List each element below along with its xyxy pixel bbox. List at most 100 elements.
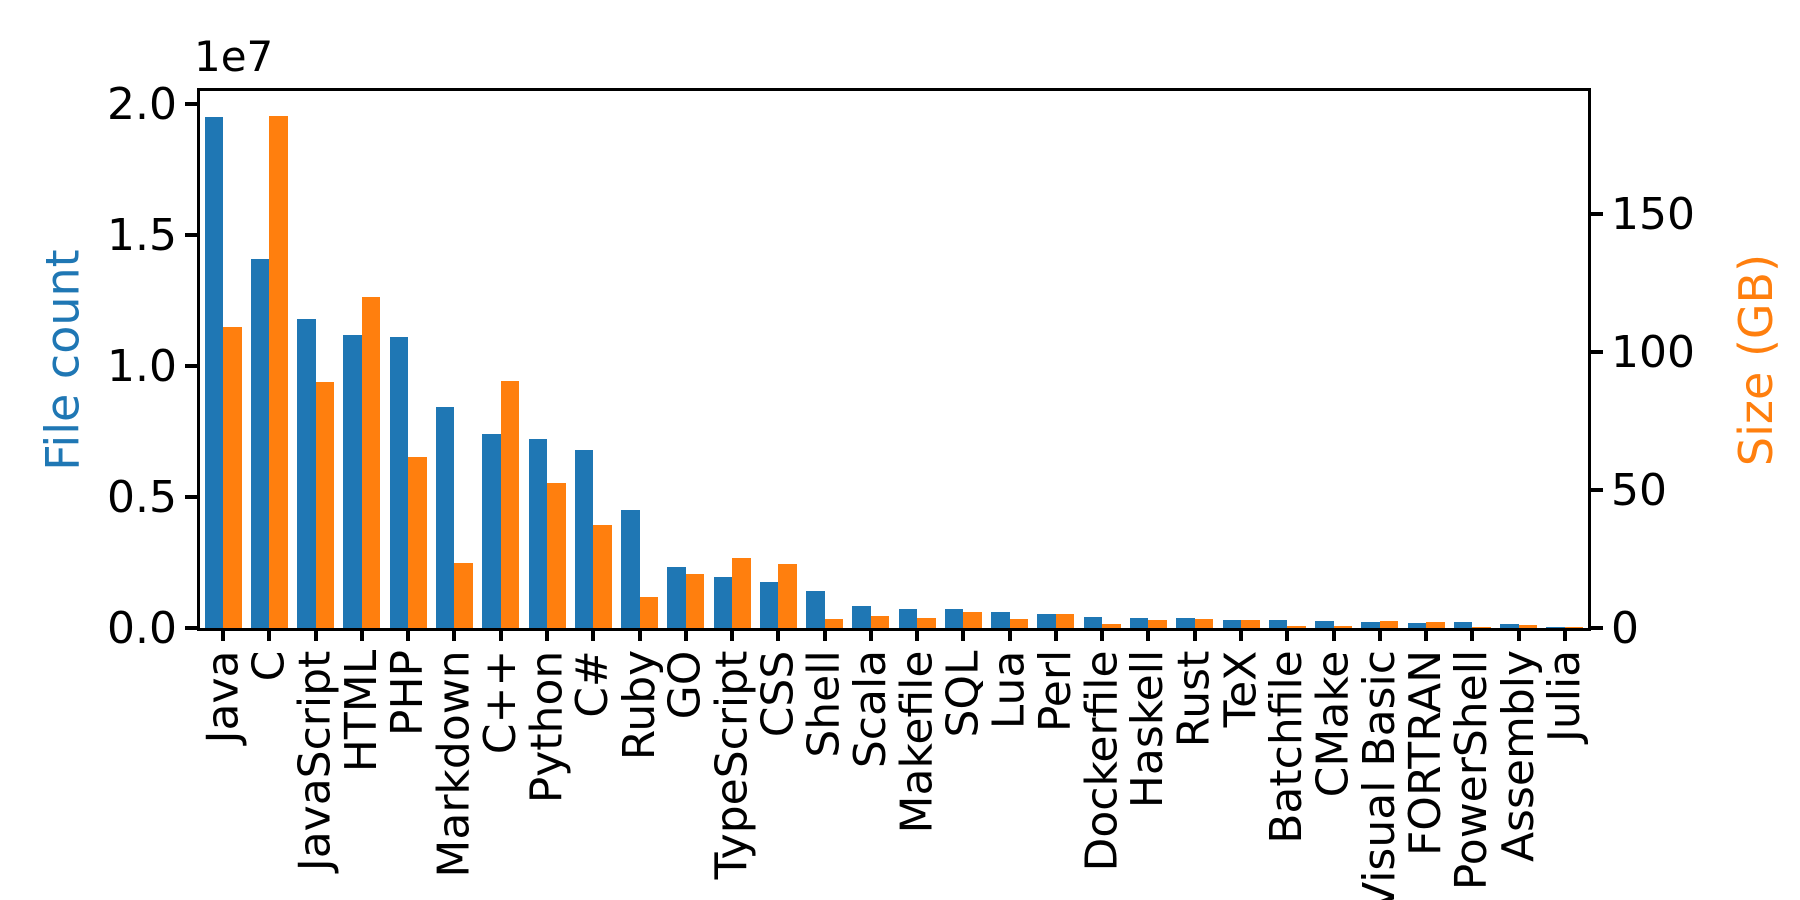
- bar-file-count-shell: [806, 591, 825, 628]
- x-tick-label-powershell: PowerShell: [1446, 649, 1498, 891]
- x-tick-php: [406, 628, 411, 641]
- x-tick-c: [267, 628, 272, 641]
- y-tick-label-left-2.0: 2.0: [107, 79, 177, 131]
- x-tick-cmake: [1331, 628, 1336, 641]
- bar-file-count-makefile: [898, 609, 918, 628]
- x-tick-label-markdown: Markdown: [428, 649, 480, 878]
- x-tick-ruby: [637, 628, 642, 641]
- bar-file-count-haskell: [1129, 618, 1149, 628]
- y-axis-label-right: Size (GB): [1729, 253, 1784, 466]
- bar-file-count-assembly: [1500, 624, 1519, 628]
- bar-size-gb-c: [593, 525, 612, 628]
- y-tick-label-left-1.5: 1.5: [107, 210, 177, 262]
- bar-size-gb-python: [547, 483, 566, 628]
- x-tick-label-rust: Rust: [1168, 650, 1220, 747]
- bar-file-count-dockerfile: [1083, 616, 1103, 628]
- bar-size-gb-javascript: [315, 382, 335, 628]
- bar-file-count-html: [343, 334, 362, 628]
- bar-size-gb-c: [500, 381, 520, 628]
- x-tick-label-cmake: CMake: [1307, 650, 1359, 797]
- x-tick-label-makefile: Makefile: [891, 650, 943, 833]
- bar-file-count-batchfile: [1268, 620, 1288, 628]
- bar-size-gb-lua: [1009, 618, 1029, 628]
- y-tick-right-150: [1590, 212, 1603, 217]
- bar-size-gb-html: [361, 296, 381, 628]
- x-tick-label-php: PHP: [382, 649, 434, 737]
- y-tick-left-0.0: [185, 626, 198, 630]
- x-tick-typescript: [730, 628, 735, 641]
- bar-size-gb-perl: [1055, 613, 1075, 628]
- bar-size-gb-go: [685, 573, 705, 628]
- y-tick-label-left-1.0: 1.0: [107, 341, 177, 393]
- x-tick-lua: [1007, 628, 1012, 641]
- y-tick-label-left-0.5: 0.5: [107, 472, 177, 524]
- y-tick-label-right-0: 0: [1611, 603, 1639, 654]
- y-tick-label-right-150: 150: [1611, 189, 1695, 241]
- x-tick-sql: [961, 628, 966, 641]
- x-tick-haskell: [1146, 628, 1151, 641]
- bar-file-count-c: [574, 449, 594, 628]
- x-tick-label-ruby: Ruby: [613, 649, 665, 761]
- bar-file-count-markdown: [435, 406, 455, 628]
- y-tick-right-50: [1590, 488, 1603, 493]
- x-tick-label-scala: Scala: [845, 649, 896, 769]
- x-tick-perl: [1053, 628, 1058, 641]
- x-tick-label-javascript: JavaScript: [289, 650, 341, 871]
- x-tick-label-java: Java: [197, 650, 249, 743]
- bar-size-gb-scala: [870, 616, 890, 628]
- x-tick-java: [221, 628, 226, 641]
- bar-size-gb-java: [223, 327, 242, 628]
- bar-size-gb-typescript: [732, 557, 751, 628]
- bar-size-gb-markdown: [454, 562, 473, 628]
- x-tick-powershell: [1470, 628, 1475, 641]
- x-tick-label-visual-basic: Visual Basic: [1353, 650, 1405, 900]
- x-tick-label-assembly: Assembly: [1492, 649, 1544, 863]
- bar-file-count-perl: [1037, 614, 1056, 628]
- y-tick-label-right-100: 100: [1611, 327, 1695, 379]
- x-tick-c: [591, 628, 596, 641]
- y-tick-right-0: [1590, 626, 1603, 630]
- x-tick-assembly: [1516, 628, 1521, 641]
- bar-size-gb-ruby: [639, 597, 659, 628]
- y-tick-left-0.5: [185, 495, 198, 500]
- x-tick-label-fortran: FORTRAN: [1400, 650, 1452, 856]
- y-tick-label-right-50: 50: [1611, 465, 1667, 517]
- bar-size-gb-dockerfile: [1102, 624, 1121, 628]
- x-tick-fortran: [1424, 628, 1429, 641]
- x-tick-label-lua: Lua: [983, 650, 1035, 729]
- bar-file-count-visual-basic: [1361, 621, 1380, 628]
- x-tick-c: [498, 628, 503, 641]
- x-tick-javascript: [313, 628, 318, 641]
- x-tick-go: [683, 628, 688, 641]
- x-tick-label-perl: Perl: [1030, 649, 1082, 733]
- bar-file-count-sql: [944, 609, 964, 628]
- y-tick-left-2.0: [185, 102, 198, 107]
- y-tick-label-left-0.0: 0.0: [107, 603, 177, 654]
- bar-size-gb-julia: [1564, 626, 1584, 628]
- x-tick-python: [545, 628, 549, 641]
- bar-file-count-c: [250, 258, 270, 628]
- bar-size-gb-shell: [824, 618, 844, 628]
- bar-file-count-ruby: [621, 509, 640, 628]
- x-tick-css: [776, 628, 781, 641]
- x-tick-rust: [1192, 628, 1197, 641]
- bar-file-count-cmake: [1315, 621, 1334, 628]
- x-tick-html: [359, 628, 364, 641]
- bar-file-count-go: [667, 567, 686, 628]
- x-tick-label-go: GO: [659, 650, 711, 719]
- bar-file-count-lua: [991, 612, 1010, 628]
- bar-file-count-python: [528, 439, 547, 628]
- bar-size-gb-css: [778, 563, 797, 628]
- bar-file-count-php: [389, 337, 409, 628]
- x-tick-label-typescript: TypeScript: [705, 650, 757, 879]
- y-tick-left-1.5: [185, 233, 198, 238]
- y-tick-right-100: [1590, 350, 1603, 355]
- bar-size-gb-powershell: [1472, 626, 1491, 628]
- x-tick-shell: [822, 628, 827, 641]
- x-tick-dockerfile: [1100, 628, 1105, 641]
- bar-file-count-scala: [852, 605, 871, 628]
- x-tick-label-julia: Julia: [1539, 649, 1590, 743]
- x-tick-label-python: Python: [520, 650, 572, 803]
- bar-size-gb-haskell: [1148, 619, 1167, 628]
- bar-file-count-typescript: [713, 577, 733, 628]
